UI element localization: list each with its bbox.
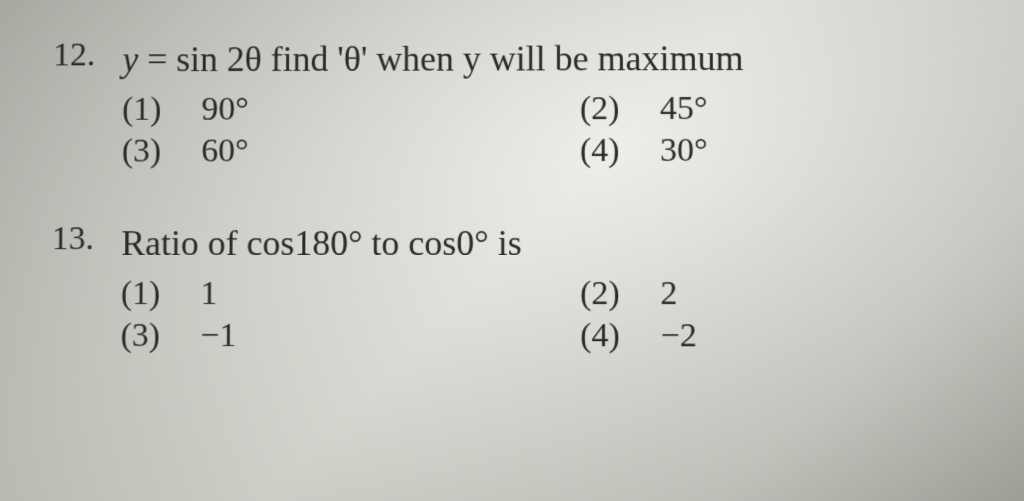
question-stem: y = sin 2θ find 'θ' when y will be maxim… — [122, 35, 984, 83]
page-content: 12. y = sin 2θ find 'θ' when y will be m… — [0, 0, 1024, 441]
option-3: (3) −1 — [120, 317, 439, 355]
option-text: −2 — [660, 317, 696, 355]
question-body: Ratio of cos180° to cos0° is (1) 1 (2) 2… — [120, 220, 987, 356]
option-3: (3) 60° — [122, 132, 440, 170]
option-4: (4) −2 — [580, 317, 902, 355]
option-number: (2) — [580, 275, 660, 313]
option-text: 2 — [660, 275, 677, 313]
question-number: 12. — [43, 37, 122, 75]
question-body: y = sin 2θ find 'θ' when y will be maxim… — [122, 35, 986, 171]
options-grid: (1) 90° (2) 45° (3) 60° (4) 30° — [122, 89, 901, 170]
option-text: 45° — [660, 90, 708, 128]
question-13: 13. Ratio of cos180° to cos0° is (1) 1 (… — [41, 220, 987, 356]
option-1: (1) 90° — [122, 90, 440, 128]
option-number: (3) — [120, 317, 200, 355]
question-stem: Ratio of cos180° to cos0° is — [121, 220, 986, 267]
option-number: (2) — [580, 90, 660, 128]
option-2: (2) 2 — [580, 275, 902, 313]
option-1: (1) 1 — [121, 275, 440, 313]
option-number: (1) — [121, 275, 201, 313]
option-text: 30° — [660, 132, 708, 170]
option-4: (4) 30° — [580, 131, 901, 169]
option-text: 1 — [200, 275, 217, 313]
question-12: 12. y = sin 2θ find 'θ' when y will be m… — [42, 35, 985, 171]
option-number: (4) — [580, 317, 660, 355]
option-2: (2) 45° — [580, 89, 901, 127]
option-text: −1 — [200, 317, 236, 355]
question-number: 13. — [42, 220, 122, 258]
option-number: (1) — [122, 91, 202, 129]
option-text: 90° — [201, 91, 248, 129]
option-number: (4) — [580, 132, 660, 170]
option-number: (3) — [122, 132, 202, 170]
options-grid: (1) 1 (2) 2 (3) −1 (4) −2 — [120, 275, 902, 355]
option-text: 60° — [201, 132, 248, 170]
